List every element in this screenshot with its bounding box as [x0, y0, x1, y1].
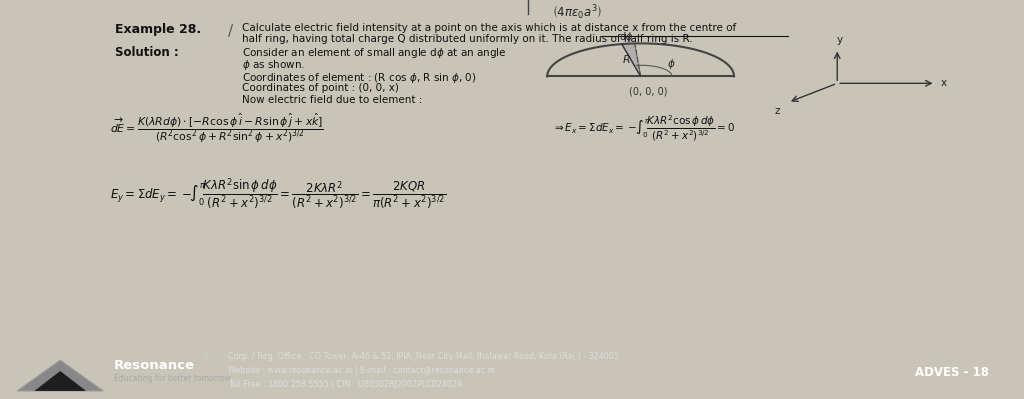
Text: Corp. / Reg. Office : CG Tower, A-46 & 52, IPIA, Near City Mall, Jhalawar Road, : Corp. / Reg. Office : CG Tower, A-46 & 5…: [228, 352, 620, 361]
Text: $\phi$ as shown.: $\phi$ as shown.: [243, 58, 305, 72]
Text: Example 28.: Example 28.: [115, 23, 201, 36]
Text: /: /: [227, 24, 232, 39]
Text: z: z: [775, 106, 780, 116]
Text: R: R: [623, 55, 630, 65]
Text: half ring, having total charge Q distributed uniformly on it. The radius of half: half ring, having total charge Q distrib…: [243, 34, 693, 44]
Text: Toll Free : 1800 258 5555 | CIN : U80302RJ2007PLC024029: Toll Free : 1800 258 5555 | CIN : U80302…: [228, 381, 463, 389]
Text: $\phi$: $\phi$: [668, 57, 676, 71]
Text: $\left(4\pi\varepsilon_0 a^3\right)$: $\left(4\pi\varepsilon_0 a^3\right)$: [552, 4, 602, 22]
Text: x: x: [940, 78, 946, 88]
Text: y: y: [837, 35, 843, 45]
Text: Coordinates of point : (0, 0, x): Coordinates of point : (0, 0, x): [243, 83, 399, 93]
Text: ®: ®: [202, 354, 211, 363]
Text: ADVES - 18: ADVES - 18: [915, 365, 989, 379]
Text: $\Rightarrow E_x = \Sigma dE_x = -\!\!\int_0^{\pi}\!\dfrac{K\lambda R^2\cos\phi\: $\Rightarrow E_x = \Sigma dE_x = -\!\!\i…: [552, 113, 735, 143]
Text: Website : www.resonance.ac.in | E-mail : contact@resonance.ac.in: Website : www.resonance.ac.in | E-mail :…: [228, 367, 496, 375]
Text: Calculate electric field intensity at a point on the axis which is at distance x: Calculate electric field intensity at a …: [243, 23, 736, 33]
Polygon shape: [35, 371, 86, 391]
Text: (0, 0, 0): (0, 0, 0): [629, 86, 668, 96]
Text: Coordinates of element : (R cos $\phi$, R sin $\phi$, 0): Coordinates of element : (R cos $\phi$, …: [243, 71, 477, 85]
Text: $\overrightarrow{dE} = \dfrac{K(\lambda Rd\phi)\cdot[-R\cos\phi\,\hat{i} - R\sin: $\overrightarrow{dE} = \dfrac{K(\lambda …: [110, 112, 324, 145]
Text: Solution :: Solution :: [115, 46, 178, 59]
Text: Resonance: Resonance: [114, 359, 195, 372]
Text: Now electric field due to element :: Now electric field due to element :: [243, 95, 423, 105]
Text: $E_y = \Sigma dE_y = -\!\!\int_0^{\pi}\!\dfrac{K\lambda R^2\sin\phi\,d\phi}{(R^2: $E_y = \Sigma dE_y = -\!\!\int_0^{\pi}\!…: [110, 177, 445, 212]
Text: d$\phi$: d$\phi$: [618, 30, 633, 44]
Text: Educating for better tomorrow: Educating for better tomorrow: [114, 374, 230, 383]
Text: Consider an element of small angle d$\phi$ at an angle: Consider an element of small angle d$\ph…: [243, 46, 507, 60]
Polygon shape: [622, 43, 641, 76]
Polygon shape: [17, 360, 103, 391]
